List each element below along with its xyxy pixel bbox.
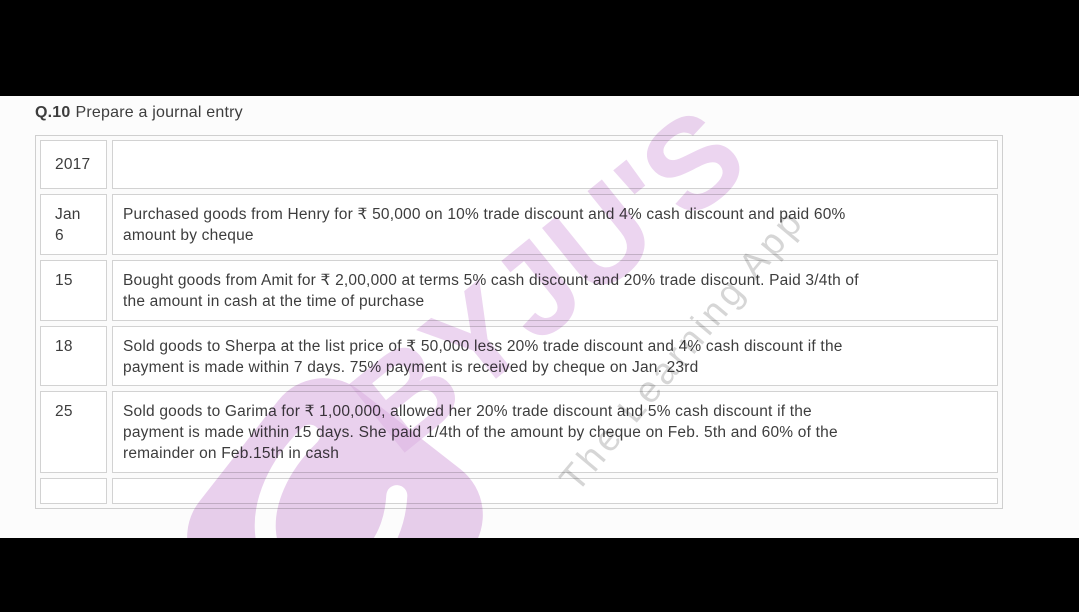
top-black-bar: [0, 0, 1079, 96]
description-cell: Sold goods to Sherpa at the list price o…: [112, 326, 998, 386]
description-cell: [112, 478, 998, 504]
question-text: Prepare a journal entry: [75, 104, 243, 121]
date-cell: 2017: [40, 140, 107, 189]
table-row: 25 Sold goods to Garima for ₹ 1,00,000, …: [40, 391, 998, 473]
bottom-black-bar: [0, 538, 1079, 612]
page-title: Q.10 Prepare a journal entry: [35, 104, 1079, 122]
date-cell: [40, 478, 107, 504]
date-cell: Jan 6: [40, 194, 107, 255]
table-row: [40, 478, 998, 504]
table-row: 15 Bought goods from Amit for ₹ 2,00,000…: [40, 260, 998, 321]
description-cell: Sold goods to Garima for ₹ 1,00,000, all…: [112, 391, 998, 473]
date-cell: 25: [40, 391, 107, 473]
table-row: 18 Sold goods to Sherpa at the list pric…: [40, 326, 998, 386]
date-cell: 15: [40, 260, 107, 321]
description-cell: [112, 140, 998, 189]
table-row: Jan 6 Purchased goods from Henry for ₹ 5…: [40, 194, 998, 255]
table-row: 2017: [40, 140, 998, 189]
description-cell: Purchased goods from Henry for ₹ 50,000 …: [112, 194, 998, 255]
document-page: Q.10 Prepare a journal entry 2017 Jan 6 P…: [0, 96, 1079, 538]
question-number: Q.10: [35, 104, 71, 121]
journal-entry-table: 2017 Jan 6 Purchased goods from Henry fo…: [35, 135, 1003, 509]
date-cell: 18: [40, 326, 107, 386]
description-cell: Bought goods from Amit for ₹ 2,00,000 at…: [112, 260, 998, 321]
